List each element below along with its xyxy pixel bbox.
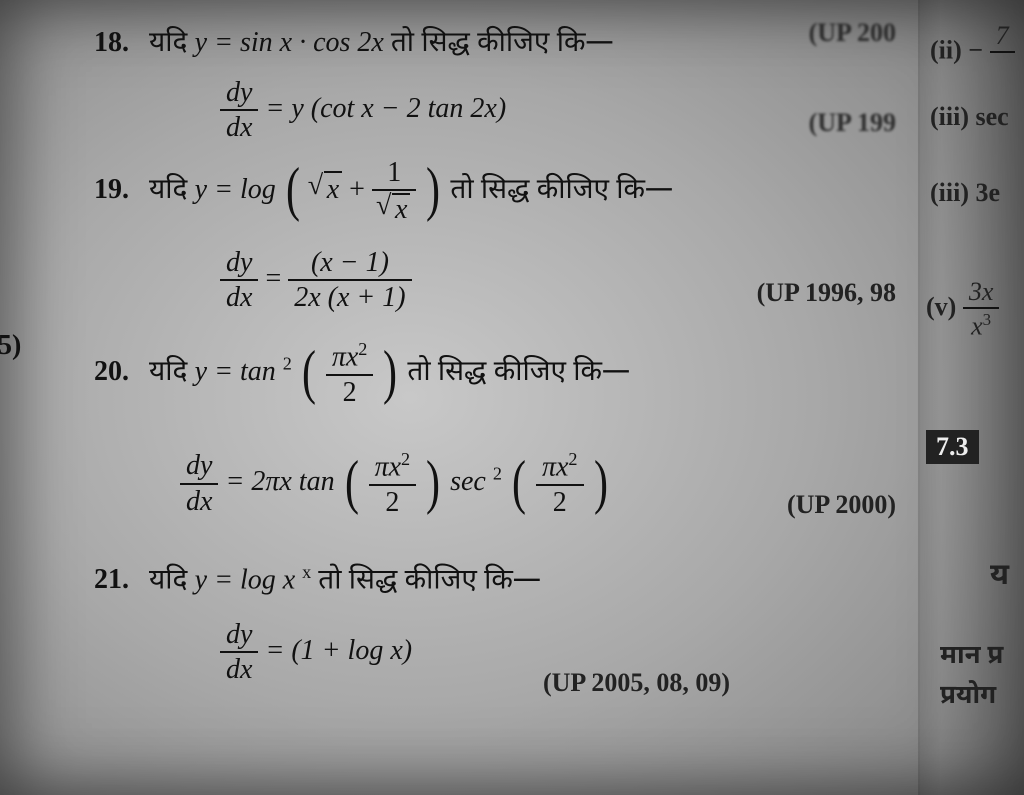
question-18: 18. यदि y = sin x · cos 2x तो सिद्ध कीजि… xyxy=(94,26,613,63)
q19-post: तो सिद्ध कीजिए कि— xyxy=(450,174,673,210)
question-20: 20. यदि y = tan 2 ( πx2 2 ) तो सिद्ध कीज… xyxy=(94,340,630,407)
q20-rhs-b: sec xyxy=(450,466,486,497)
q20-sup2: 2 xyxy=(283,354,292,374)
q20-arg-frac-3: πx2 2 xyxy=(536,450,584,517)
right-item-iii-b: (iii) 3e xyxy=(930,178,1000,208)
q20-pre: यदि xyxy=(149,356,195,392)
q19-dy-dx: dy dx xyxy=(220,248,258,313)
q21-rhs: = (1 + log x) xyxy=(265,635,412,666)
q21-dy-dx: dy dx xyxy=(220,620,258,685)
q18-pre: यदि xyxy=(149,27,195,63)
q18-tag: (UP 200 xyxy=(809,18,896,48)
q21-result: dy dx = (1 + log x) xyxy=(220,620,412,685)
q20-dy-dx: dy dx xyxy=(180,451,218,516)
plus-sign: + xyxy=(349,174,372,205)
question-19: 19. यदि y = log ( x + 1 x ) तो सिद्ध कीज… xyxy=(94,158,673,225)
q21-post: तो सिद्ध कीजिए कि— xyxy=(318,564,541,600)
right-hindi-3: प्रयोग xyxy=(940,680,996,714)
page: 18. यदि y = sin x · cos 2x तो सिद्ध कीजि… xyxy=(0,0,1024,795)
eq-sign: = xyxy=(265,263,288,294)
q19-tag-top: (UP 199 xyxy=(809,108,896,138)
q19-sqrt-x-den: x xyxy=(378,193,410,224)
q20-arg-frac-2: πx2 2 xyxy=(369,450,417,517)
section-box: 7.3 xyxy=(926,430,979,464)
q19-pre: यदि xyxy=(149,174,195,210)
right-hindi-1: य xyxy=(990,558,1009,597)
q19-tag: (UP 1996, 98 xyxy=(757,278,896,308)
question-21: 21. यदि y = log x x तो सिद्ध कीजिए कि— xyxy=(94,562,541,600)
right-hindi-2: मान प्र xyxy=(940,640,1003,674)
q21-tag: (UP 2005, 08, 09) xyxy=(543,668,730,698)
q20-sup2b: 2 xyxy=(493,464,502,484)
main-column: 18. यदि y = sin x · cos 2x तो सिद्ध कीजि… xyxy=(0,0,910,795)
right-item-ii: (ii) − 7 xyxy=(930,22,1015,83)
q21-pre: यदि xyxy=(149,564,195,600)
q21-exp: x xyxy=(302,562,311,582)
q18-eq: y = sin x · cos 2x xyxy=(195,27,384,58)
q20-number: 20. xyxy=(94,355,142,389)
q19-result: dy dx = (x − 1) 2x (x + 1) xyxy=(220,248,412,313)
q19-frac: 1 x xyxy=(372,158,416,225)
right-column: (ii) − 7 (iii) sec (iii) 3e (v) 3x x3 7.… xyxy=(918,0,1024,795)
q18-number: 18. xyxy=(94,26,142,60)
q18-rhs: = y (cot x − 2 tan 2x) xyxy=(265,93,506,124)
q18-post: तो सिद्ध कीजिए कि— xyxy=(391,27,614,63)
q19-lhs: y = log xyxy=(195,174,276,205)
right-item-v: (v) 3x x3 xyxy=(926,278,999,340)
margin-label: 5) xyxy=(0,330,21,362)
right-item-iii-a: (iii) sec xyxy=(930,102,1009,132)
q20-result: dy dx = 2πx tan ( πx2 2 ) sec 2 ( πx2 2 … xyxy=(180,450,611,517)
q19-sqrt-x: x xyxy=(310,171,342,207)
q20-tag: (UP 2000) xyxy=(787,490,896,520)
q20-arg-frac: πx2 2 xyxy=(326,340,374,407)
q20-post: तो सिद्ध कीजिए कि— xyxy=(407,356,630,392)
q21-eq: y = log x xyxy=(195,564,296,595)
q20-eqa: y = tan xyxy=(195,356,276,387)
q18-dy-dx: dy dx xyxy=(220,78,258,143)
q21-number: 21. xyxy=(94,563,142,597)
q19-number: 19. xyxy=(94,173,142,207)
q18-result: dy dx = y (cot x − 2 tan 2x) xyxy=(220,78,506,143)
q19-rhs-frac: (x − 1) 2x (x + 1) xyxy=(288,248,411,313)
q20-rhs-a: = 2πx tan xyxy=(225,466,334,497)
